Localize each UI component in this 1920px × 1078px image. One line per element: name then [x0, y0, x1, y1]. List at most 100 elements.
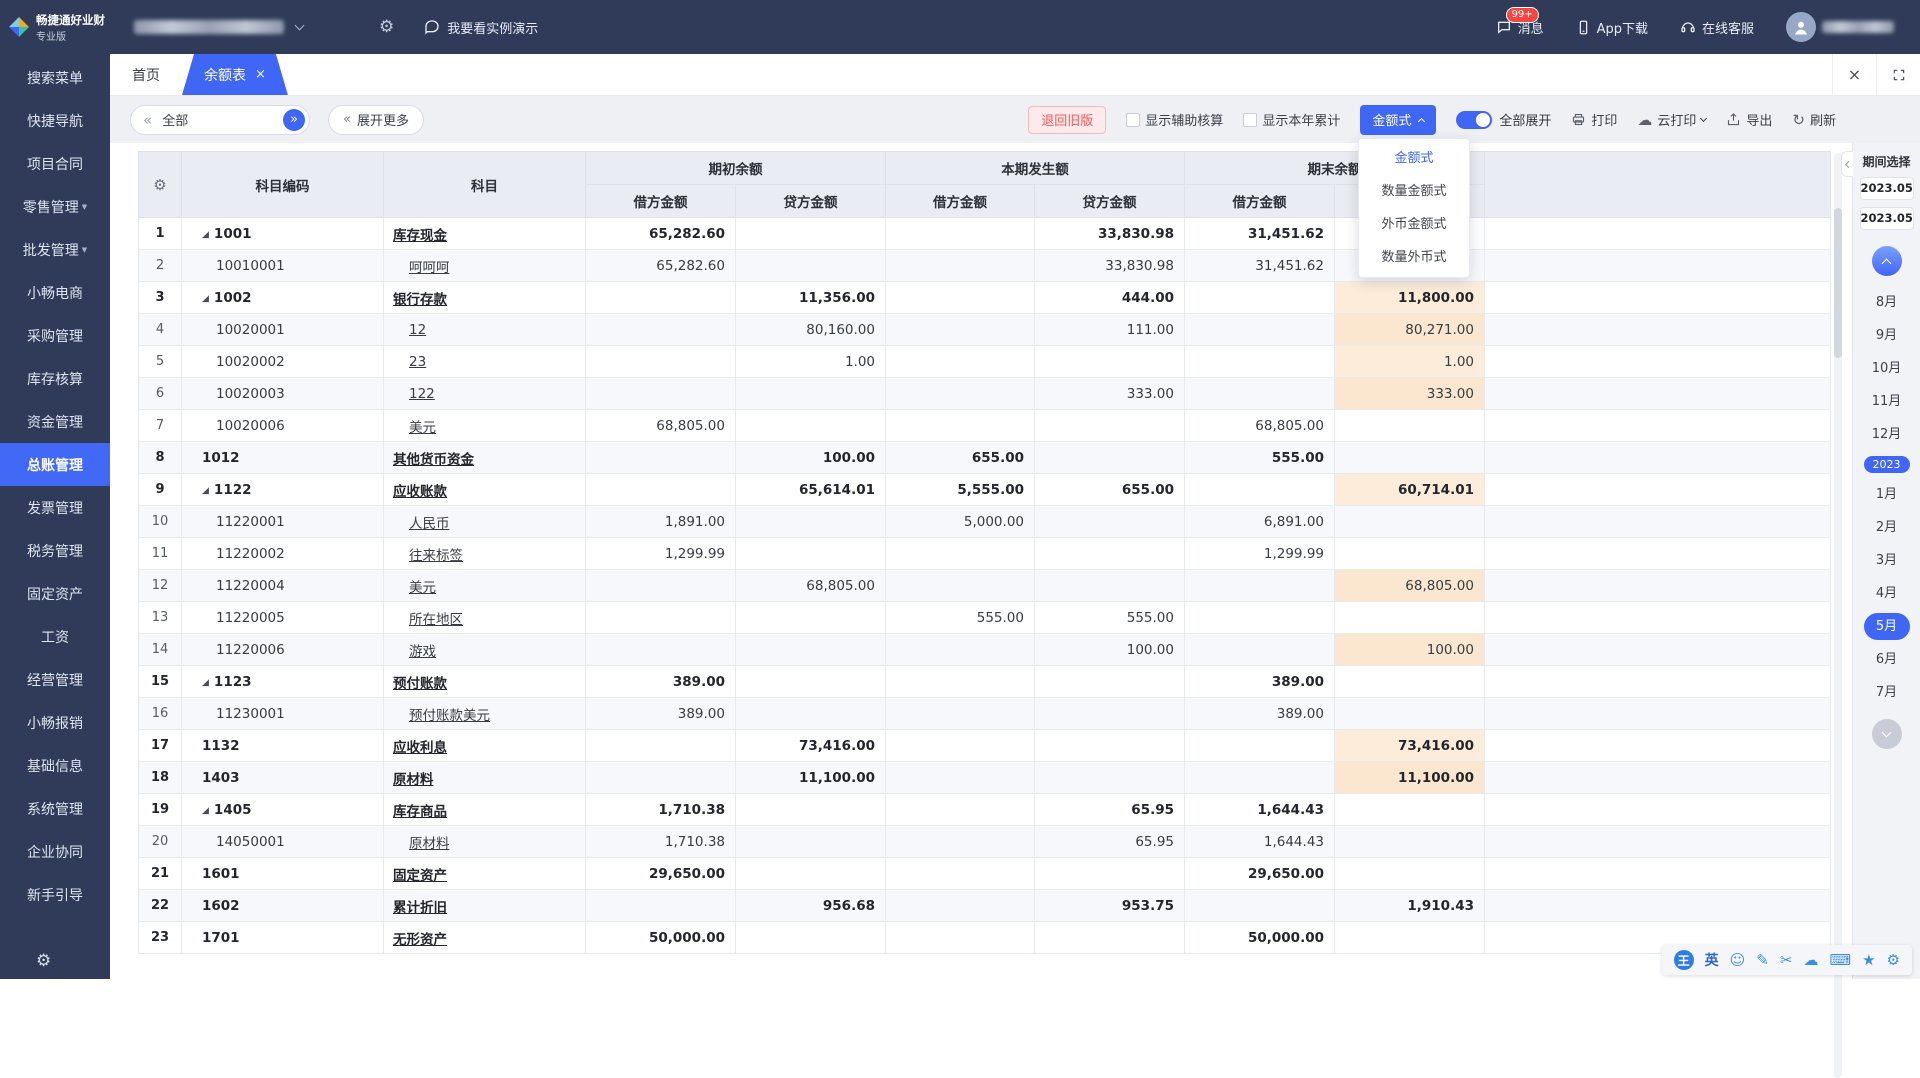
account-link[interactable]: 银行存款 — [393, 292, 447, 308]
online-support-button[interactable]: 在线客服 — [1680, 18, 1754, 37]
export-button[interactable]: 导出 — [1726, 110, 1772, 129]
next-arrow-icon[interactable]: » — [283, 109, 305, 131]
amount-style-button[interactable]: 金额式 — [1360, 105, 1436, 135]
account-code-cell[interactable]: 10020006 — [182, 410, 384, 442]
menu-item[interactable]: 金额式 — [1359, 142, 1469, 175]
account-name-cell[interactable]: 游戏 — [384, 634, 586, 666]
account-link[interactable]: 预付账款 — [393, 676, 447, 692]
checkbox-icon[interactable] — [1126, 113, 1140, 127]
expand-icon[interactable]: ◢ — [202, 806, 209, 816]
ime-settings-icon[interactable]: ⚙ — [1887, 951, 1900, 969]
tab-home[interactable]: 首页 — [110, 54, 182, 95]
collapse-panel-handle[interactable] — [1841, 151, 1853, 177]
account-link[interactable]: 应收账款 — [393, 484, 447, 500]
checkbox-icon[interactable] — [1243, 113, 1257, 127]
demo-link[interactable]: 我要看实例演示 — [424, 18, 538, 37]
sidebar-item-税务管理[interactable]: 税务管理 — [0, 529, 110, 572]
account-code-cell[interactable]: 10020002 — [182, 346, 384, 378]
period-from[interactable]: 2023.05 — [1860, 177, 1914, 200]
account-link[interactable]: 美元 — [409, 420, 436, 436]
expand-more-button[interactable]: « 展开更多 — [328, 105, 424, 135]
account-link[interactable]: 美元 — [409, 580, 436, 596]
account-link[interactable]: 游戏 — [409, 644, 436, 660]
scroll-months-down-button[interactable] — [1872, 719, 1902, 749]
account-link[interactable]: 原材料 — [393, 772, 434, 788]
account-link[interactable]: 原材料 — [409, 836, 450, 852]
toggle-switch[interactable] — [1456, 111, 1492, 129]
account-code-cell[interactable]: ◢1001 — [182, 218, 384, 250]
month-item[interactable]: 7月 — [1853, 676, 1920, 709]
user-menu[interactable] — [1786, 12, 1894, 42]
account-code-cell[interactable]: 11220001 — [182, 506, 384, 538]
cloud-print-button[interactable]: ☁ 云打印 — [1637, 110, 1706, 129]
account-code-cell[interactable]: 10020001 — [182, 314, 384, 346]
month-item[interactable]: 9月 — [1853, 319, 1920, 352]
ime-language-indicator[interactable]: 英 — [1705, 950, 1719, 970]
account-code-cell[interactable]: 1701 — [182, 922, 384, 954]
account-name-cell[interactable]: 人民币 — [384, 506, 586, 538]
month-item[interactable]: 5月 — [1864, 613, 1910, 640]
column-settings-gear-icon[interactable]: ⚙ — [139, 152, 182, 218]
account-name-cell[interactable]: 预付账款 — [384, 666, 586, 698]
account-code-cell[interactable]: 11230001 — [182, 698, 384, 730]
sidebar-item-发票管理[interactable]: 发票管理 — [0, 486, 110, 529]
account-name-cell[interactable]: 所在地区 — [384, 602, 586, 634]
account-link[interactable]: 23 — [409, 354, 426, 370]
sidebar-item-经营管理[interactable]: 经营管理 — [0, 658, 110, 701]
account-code-cell[interactable]: 1601 — [182, 858, 384, 890]
sidebar-item-快捷导航[interactable]: 快捷导航 — [0, 99, 110, 142]
month-item[interactable]: 1月 — [1853, 478, 1920, 511]
topbar-gear-icon[interactable]: ⚙ — [379, 17, 394, 37]
messages-button[interactable]: 99+ 消息 — [1496, 18, 1544, 37]
tab-balance-sheet[interactable]: 余额表 × — [182, 54, 288, 95]
vertical-scrollbar[interactable] — [1834, 153, 1842, 1078]
month-item[interactable]: 4月 — [1853, 577, 1920, 610]
account-name-cell[interactable]: 银行存款 — [384, 282, 586, 314]
period-to[interactable]: 2023.05 — [1860, 207, 1914, 230]
sidebar-item-基础信息[interactable]: 基础信息 — [0, 744, 110, 787]
account-code-cell[interactable]: 14050001 — [182, 826, 384, 858]
account-name-cell[interactable]: 库存现金 — [384, 218, 586, 250]
sidebar-item-小畅电商[interactable]: 小畅电商 — [0, 271, 110, 314]
account-name-cell[interactable]: 美元 — [384, 410, 586, 442]
account-name-cell[interactable]: 23 — [384, 346, 586, 378]
sidebar-item-搜索菜单[interactable]: 搜索菜单 — [0, 56, 110, 99]
account-link[interactable]: 固定资产 — [393, 868, 447, 884]
sidebar-item-库存核算[interactable]: 库存核算 — [0, 357, 110, 400]
month-item[interactable]: 10月 — [1853, 352, 1920, 385]
account-code-cell[interactable]: 10020003 — [182, 378, 384, 410]
ime-clipboard-icon[interactable]: ✂ — [1780, 951, 1793, 969]
month-item[interactable]: 2月 — [1853, 511, 1920, 544]
account-link[interactable]: 其他货币资金 — [393, 452, 474, 468]
account-link[interactable]: 人民币 — [409, 516, 450, 532]
sidebar-item-资金管理[interactable]: 资金管理 — [0, 400, 110, 443]
sidebar-item-采购管理[interactable]: 采购管理 — [0, 314, 110, 357]
ime-handwriting-icon[interactable]: ✎ — [1756, 951, 1769, 969]
sidebar-item-新手引导[interactable]: 新手引导 — [0, 873, 110, 916]
account-name-cell[interactable]: 固定资产 — [384, 858, 586, 890]
app-logo[interactable]: 畅捷通好业财 专业版 — [0, 0, 110, 54]
sidebar-item-系统管理[interactable]: 系统管理 — [0, 787, 110, 830]
scrollbar-thumb[interactable] — [1834, 208, 1842, 358]
account-name-cell[interactable]: 无形资产 — [384, 922, 586, 954]
account-name-cell[interactable]: 应收利息 — [384, 730, 586, 762]
account-name-cell[interactable]: 美元 — [384, 570, 586, 602]
scroll-months-up-button[interactable] — [1872, 246, 1902, 276]
account-name-cell[interactable]: 应收账款 — [384, 474, 586, 506]
back-to-old-version-button[interactable]: 退回旧版 — [1028, 106, 1106, 134]
account-link[interactable]: 预付账款美元 — [409, 708, 490, 724]
account-code-cell[interactable]: ◢1405 — [182, 794, 384, 826]
account-link[interactable]: 往来标签 — [409, 548, 463, 564]
sidebar-item-批发管理[interactable]: 批发管理▼ — [0, 228, 110, 271]
ime-logo-icon[interactable]: 王 — [1674, 950, 1694, 970]
print-button[interactable]: 打印 — [1571, 110, 1617, 129]
account-code-cell[interactable]: 11220005 — [182, 602, 384, 634]
menu-item[interactable]: 数量外币式 — [1359, 241, 1469, 274]
account-link[interactable]: 累计折旧 — [393, 900, 447, 916]
month-item[interactable]: 3月 — [1853, 544, 1920, 577]
account-name-cell[interactable]: 呵呵呵 — [384, 250, 586, 282]
account-name-cell[interactable]: 原材料 — [384, 826, 586, 858]
account-set-selector[interactable] — [134, 20, 369, 34]
account-name-cell[interactable]: 其他货币资金 — [384, 442, 586, 474]
ime-skin-icon[interactable]: ★ — [1862, 951, 1875, 969]
